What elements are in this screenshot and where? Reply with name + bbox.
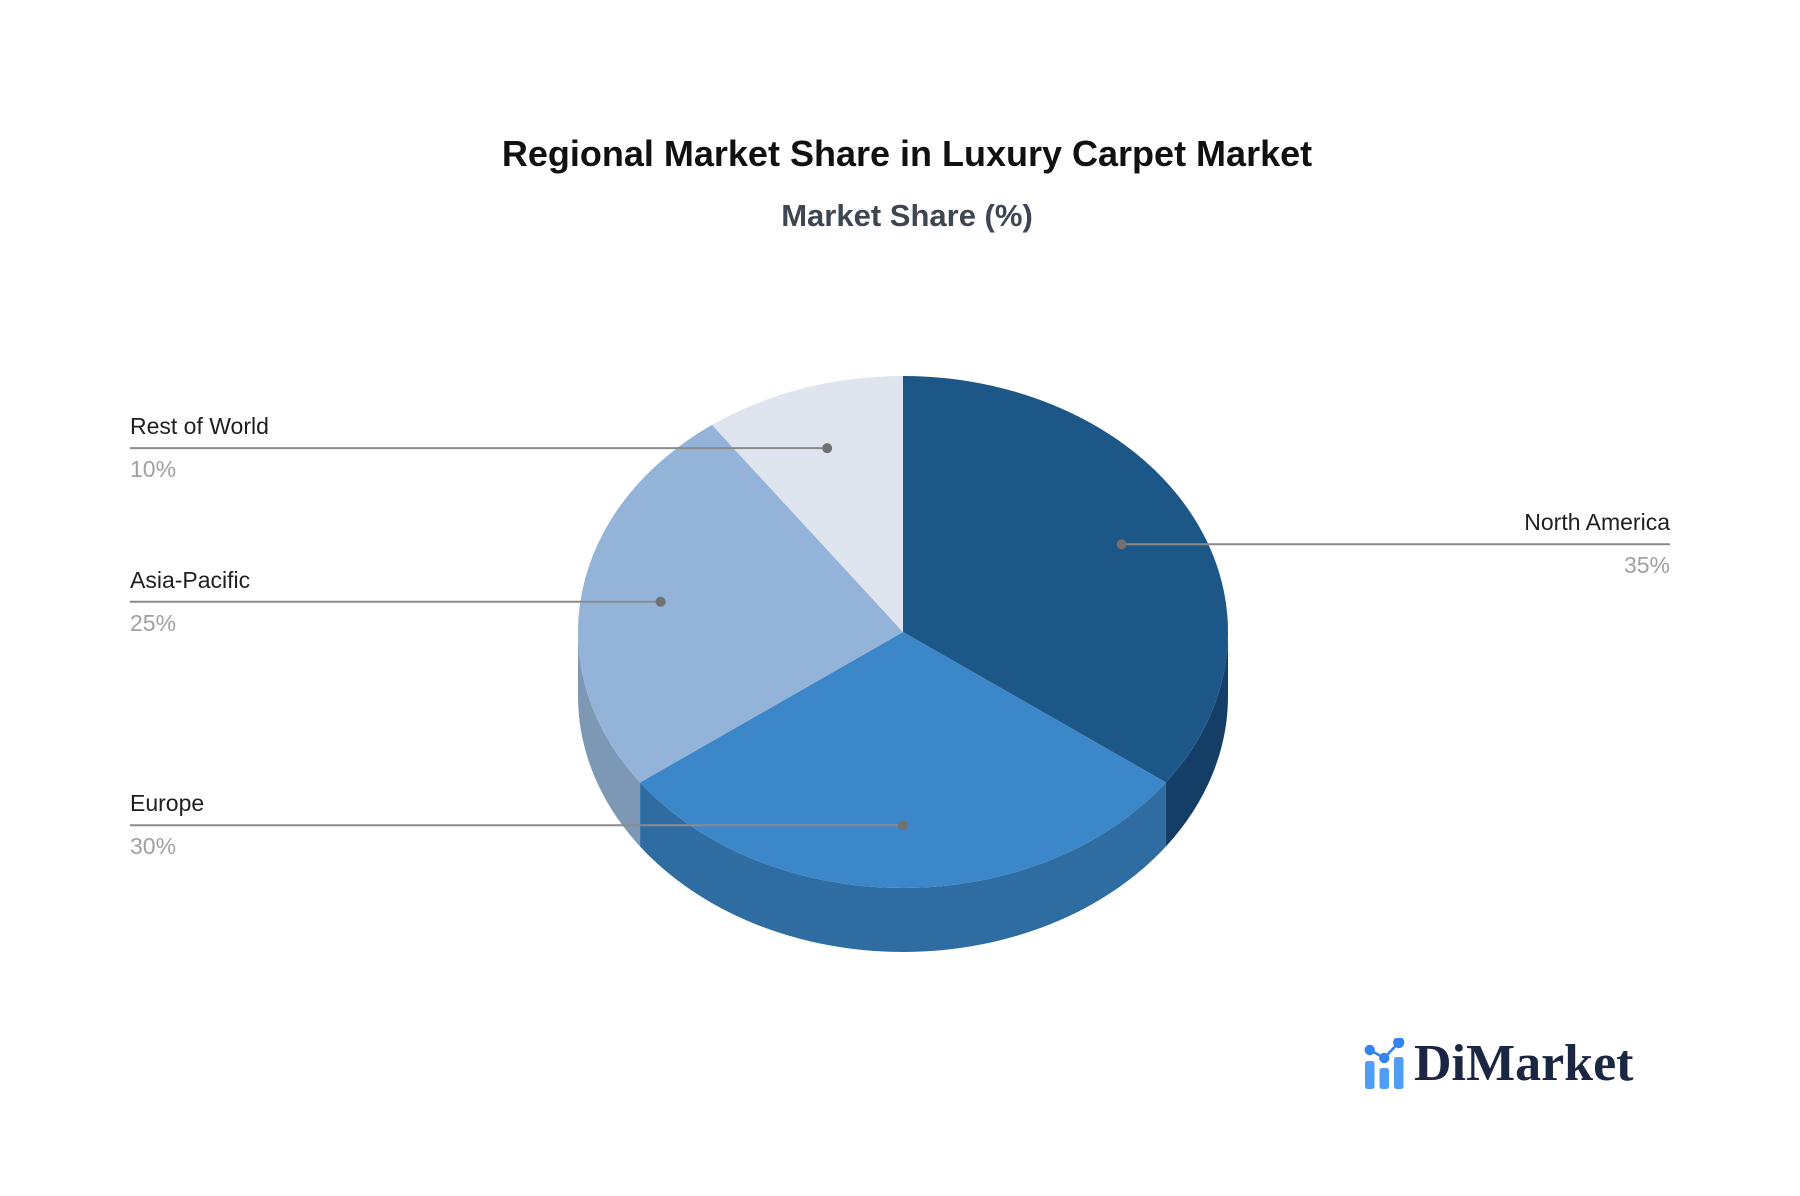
slice-percent: 35%	[1623, 552, 1670, 579]
slice-label: North America	[1524, 509, 1670, 536]
slice-label: Rest of World	[130, 413, 269, 440]
callout-north-america: North America 35%	[1110, 508, 1670, 578]
chart-title: Regional Market Share in Luxury Carpet M…	[501, 133, 1313, 174]
pie-slice-side-europe	[640, 782, 1166, 952]
pie-slice-europe[interactable]	[640, 632, 1166, 888]
pie-slice-north-america[interactable]	[903, 376, 1228, 783]
callout-dot	[822, 443, 833, 454]
slice-percent: 30%	[130, 833, 177, 860]
slice-percent: 10%	[130, 456, 177, 483]
slice-label: Europe	[130, 790, 205, 817]
callout-dot	[655, 596, 666, 607]
callout-dot	[1116, 539, 1127, 550]
slice-percent: 25%	[130, 609, 177, 636]
pie-slice-side-north-america	[1165, 632, 1228, 847]
slice-label: Asia-Pacific	[130, 566, 251, 593]
chart-subtitle: Market Share (%)	[781, 198, 1033, 233]
callout-dot	[898, 820, 908, 831]
dimarket-logo-text: DiMarket	[1414, 1035, 1634, 1092]
callout-asia-pacific: Asia-Pacific 25%	[130, 566, 690, 636]
callout-europe: Europe 30%	[130, 789, 690, 859]
pie-slice-rest-of-world[interactable]	[711, 376, 903, 632]
bar-line-chart-icon	[1364, 1038, 1405, 1089]
callout-rest-of-world: Rest of World 10%	[130, 412, 690, 482]
pie-slice-side-asia-pacific	[578, 632, 641, 847]
dimarket-logo: DiMarket	[1360, 1036, 1680, 1096]
pie-slice-asia-pacific[interactable]	[578, 424, 903, 783]
